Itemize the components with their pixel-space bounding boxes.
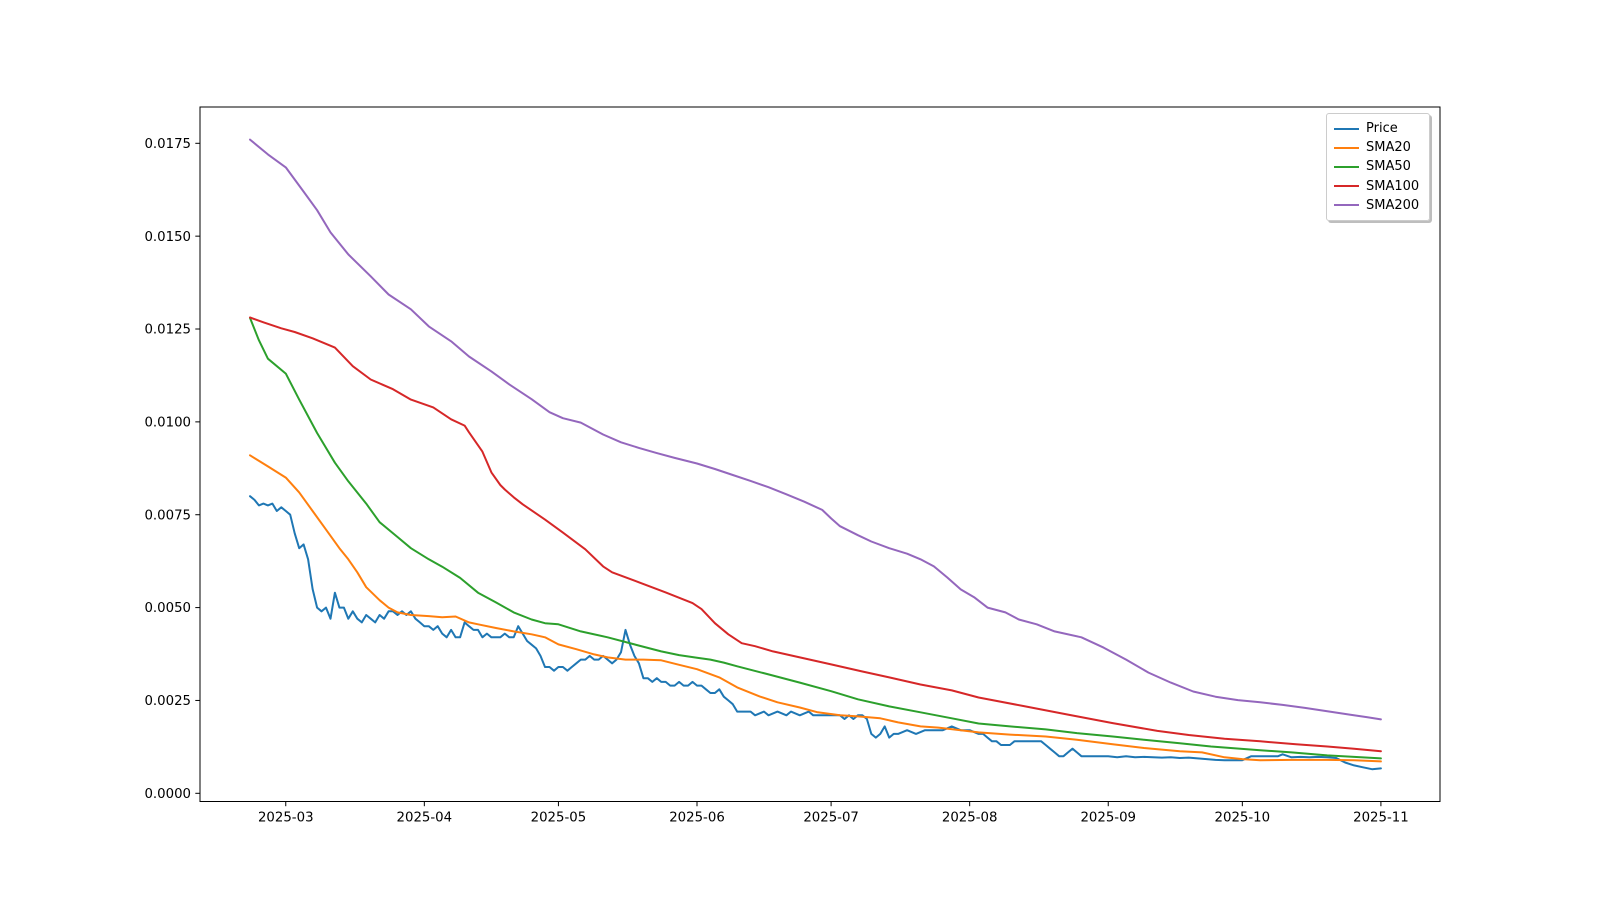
x-tick-label: 2025-08 bbox=[942, 811, 998, 826]
y-tick-label: 0.0100 bbox=[144, 415, 191, 430]
legend-line-sample-sma50 bbox=[1334, 165, 1359, 168]
legend-line-sample-price bbox=[1334, 127, 1359, 130]
series-line-price bbox=[249, 495, 1382, 771]
legend-label-sma100: SMA100 bbox=[1366, 178, 1420, 194]
y-tick-label: 0.0175 bbox=[144, 137, 191, 152]
legend-line-sample-sma100 bbox=[1334, 185, 1359, 188]
legend-label-price: Price bbox=[1366, 121, 1398, 137]
y-tick-label: 0.0075 bbox=[144, 508, 191, 523]
y-tick-label: 0.0150 bbox=[144, 230, 191, 245]
legend-label-sma200: SMA200 bbox=[1366, 197, 1420, 213]
x-tick-label: 2025-10 bbox=[1215, 811, 1271, 826]
x-tick-label: 2025-07 bbox=[803, 811, 859, 826]
legend-entry-price: Price bbox=[1334, 122, 1422, 135]
series-line-sma200 bbox=[249, 138, 1382, 721]
legend-line-sample-sma20 bbox=[1334, 146, 1359, 149]
plot-spines bbox=[199, 106, 1441, 802]
series-line-sma20 bbox=[249, 454, 1382, 763]
series-line-sma50 bbox=[249, 316, 1382, 760]
legend-label-sma20: SMA20 bbox=[1366, 140, 1411, 156]
x-tick-label: 2025-03 bbox=[258, 811, 314, 826]
y-tick-label: 0.0025 bbox=[144, 694, 191, 709]
x-tick-label: 2025-05 bbox=[531, 811, 587, 826]
y-tick-label: 0.0000 bbox=[144, 787, 191, 802]
legend-entry-sma50: SMA50 bbox=[1334, 160, 1422, 173]
legend-entry-sma100: SMA100 bbox=[1334, 180, 1422, 193]
x-tick-label: 2025-06 bbox=[669, 811, 725, 826]
series-line-sma100 bbox=[249, 316, 1382, 753]
legend-entry-sma20: SMA20 bbox=[1334, 141, 1422, 154]
y-tick-label: 0.0125 bbox=[144, 323, 191, 338]
y-tick-label: 0.0050 bbox=[144, 601, 191, 616]
legend: Price SMA20 SMA50 SMA100 SMA200 bbox=[1326, 113, 1430, 221]
x-tick-label: 2025-11 bbox=[1353, 811, 1409, 826]
legend-line-sample-sma200 bbox=[1334, 204, 1359, 207]
x-tick-label: 2025-04 bbox=[397, 811, 453, 826]
legend-label-sma50: SMA50 bbox=[1366, 159, 1411, 175]
legend-entry-sma200: SMA200 bbox=[1334, 199, 1422, 212]
x-tick-label: 2025-09 bbox=[1080, 811, 1136, 826]
